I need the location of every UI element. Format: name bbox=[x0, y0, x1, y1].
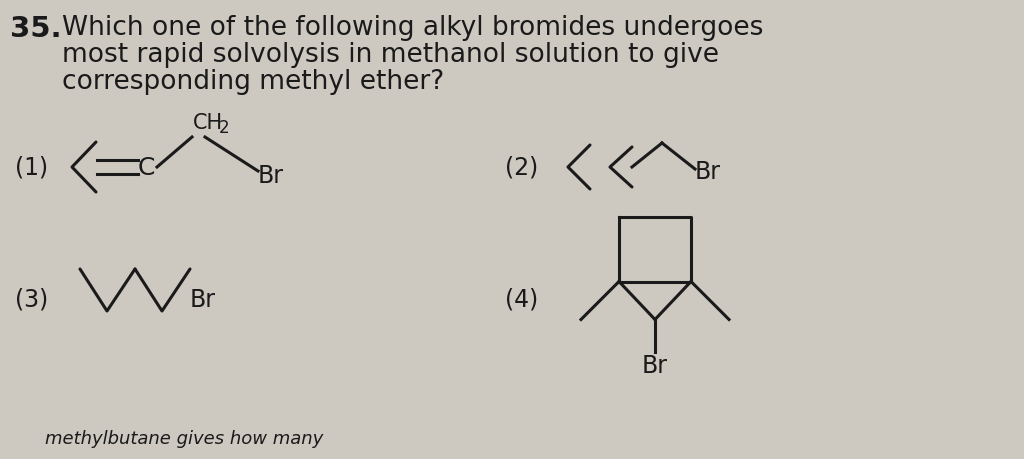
Text: (3): (3) bbox=[15, 287, 48, 311]
Text: CH: CH bbox=[193, 113, 223, 133]
Text: Br: Br bbox=[695, 160, 721, 184]
Text: 2: 2 bbox=[219, 119, 229, 137]
Text: Br: Br bbox=[642, 354, 668, 378]
Text: 35.: 35. bbox=[10, 15, 61, 43]
Text: C: C bbox=[138, 156, 156, 179]
Text: Br: Br bbox=[190, 287, 216, 311]
Text: (2): (2) bbox=[505, 156, 539, 179]
Text: corresponding methyl ether?: corresponding methyl ether? bbox=[62, 69, 444, 95]
Text: Which one of the following alkyl bromides undergoes: Which one of the following alkyl bromide… bbox=[62, 15, 763, 41]
Text: most rapid solvolysis in methanol solution to give: most rapid solvolysis in methanol soluti… bbox=[62, 42, 719, 68]
Text: methylbutane gives how many: methylbutane gives how many bbox=[45, 429, 324, 447]
Text: (1): (1) bbox=[15, 156, 48, 179]
Text: (4): (4) bbox=[505, 287, 539, 311]
Text: Br: Br bbox=[258, 164, 284, 188]
